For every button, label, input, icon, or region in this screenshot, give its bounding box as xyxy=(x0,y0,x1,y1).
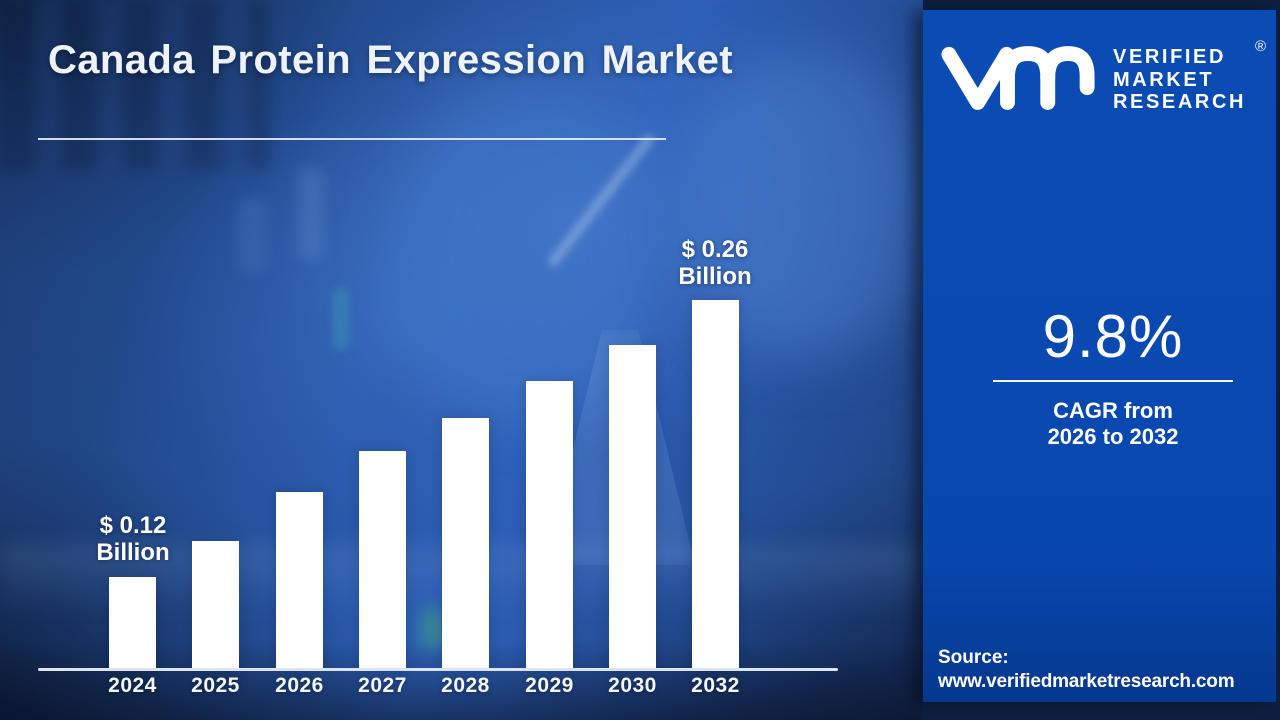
vmr-monogram-icon xyxy=(941,46,1095,110)
data-label-2032-unit: Billion xyxy=(678,263,752,290)
cagr-caption-line: 2026 to 2032 xyxy=(1047,424,1179,449)
bar-2024 xyxy=(109,577,156,669)
cagr-caption: CAGR from 2026 to 2032 xyxy=(953,398,1273,450)
bar-2032 xyxy=(692,300,739,669)
backdrop-test-tube-shape xyxy=(238,198,268,272)
x-tick-2030: 2030 xyxy=(608,674,657,697)
x-tick-2032: 2032 xyxy=(691,674,740,697)
cagr-block: 9.8% CAGR from 2026 to 2032 xyxy=(953,306,1273,450)
data-label-2032-value: $ 0.26 xyxy=(681,236,749,263)
backdrop-test-tube-shape xyxy=(298,168,324,260)
brand-line: RESEARCH xyxy=(1113,91,1247,113)
x-tick-2025: 2025 xyxy=(191,674,240,697)
x-tick-2026: 2026 xyxy=(275,674,324,697)
backdrop-shelf-shape xyxy=(0,0,270,170)
x-tick-2028: 2028 xyxy=(441,674,490,697)
brand-line: MARKET xyxy=(1113,68,1215,91)
data-label-2024: $ 0.12 Billion xyxy=(53,512,213,566)
source-block: Source: www.verifiedmarketresearch.com xyxy=(938,646,1273,694)
x-tick-2024: 2024 xyxy=(108,674,157,697)
cagr-caption-line: CAGR from xyxy=(1053,398,1173,423)
x-axis-line xyxy=(38,668,838,671)
cagr-divider xyxy=(993,380,1233,382)
backdrop-glove-left-shape xyxy=(392,88,642,418)
bar-2028 xyxy=(442,418,489,669)
source-url: www.verifiedmarketresearch.com xyxy=(938,671,1235,692)
data-label-2024-unit: Billion xyxy=(96,539,170,566)
x-tick-2027: 2027 xyxy=(358,674,407,697)
bar-2026 xyxy=(276,492,323,669)
vmr-logo: VERIFIED MARKET RESEARCH ® xyxy=(923,34,1276,144)
x-tick-2029: 2029 xyxy=(525,674,574,697)
brand-sidebar: VERIFIED MARKET RESEARCH ® 9.8% CAGR fro… xyxy=(923,10,1276,702)
data-label-2032: $ 0.26 Billion xyxy=(635,236,795,290)
bar-2029 xyxy=(526,381,573,669)
brand-wordmark: VERIFIED MARKET RESEARCH xyxy=(1113,46,1246,114)
bar-2027 xyxy=(359,451,406,669)
cagr-value: 9.8% xyxy=(1042,303,1184,370)
data-label-2024-value: $ 0.12 xyxy=(99,512,167,539)
backdrop-test-tube-shape xyxy=(333,288,349,350)
title-underline xyxy=(38,138,666,140)
bar-2030 xyxy=(609,345,656,669)
bar-2025 xyxy=(192,541,239,669)
page-title: Canada Protein Expression Market xyxy=(48,38,734,82)
source-label: Source: xyxy=(938,647,1009,668)
brand-line: VERIFIED xyxy=(1113,46,1227,68)
registered-trademark-icon: ® xyxy=(1254,38,1266,55)
